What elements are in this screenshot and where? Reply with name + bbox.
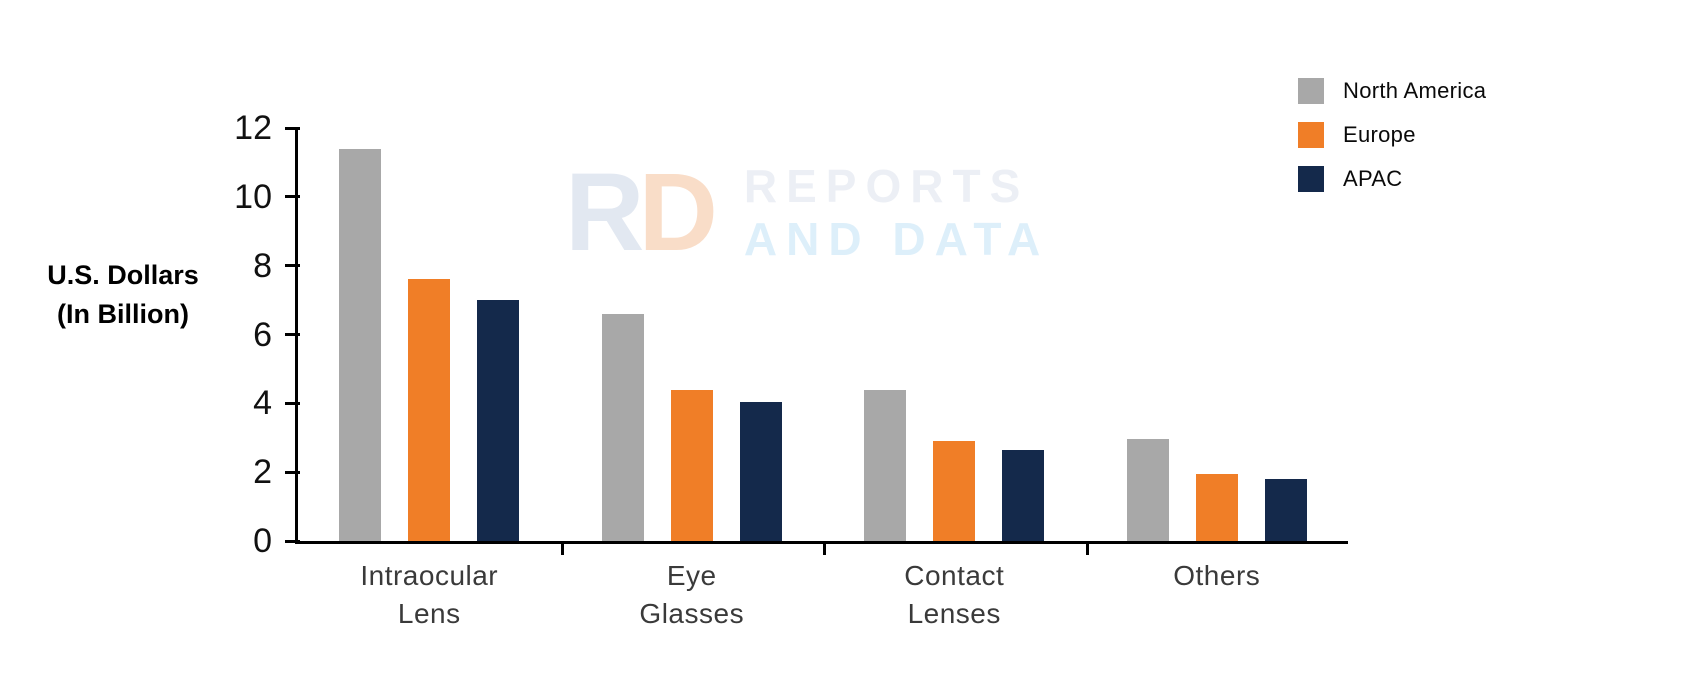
bar-apac-intraocular-lens	[477, 300, 520, 541]
y-tick-mark-8	[285, 264, 300, 268]
bar-group-intraocular-lens	[298, 128, 561, 541]
y-tick-mark-0	[285, 539, 300, 543]
legend-swatch-north-america	[1298, 78, 1324, 104]
y-tick-mark-4	[285, 401, 300, 405]
y-axis-title: U.S. Dollars (In Billion)	[47, 260, 199, 330]
legend-swatch-apac	[1298, 166, 1324, 192]
legend-item-north-america: North America	[1298, 78, 1486, 104]
bar-north-america-contact-lenses	[864, 389, 907, 541]
bar-europe-others	[1195, 473, 1238, 541]
y-axis-ticks: 0 2 4 6 8 10 12	[183, 111, 300, 558]
x-axis-separator-tick-3	[1085, 544, 1089, 555]
y-tick-label-12: 12	[234, 109, 272, 147]
bar-apac-eye-glasses	[739, 401, 782, 541]
y-tick-label-8: 8	[253, 246, 272, 285]
y-tick-label-0: 0	[253, 522, 272, 560]
y-tick-mark-10	[285, 195, 300, 199]
bar-group-contact-lenses	[823, 128, 1086, 541]
bar-apac-contact-lenses	[1002, 449, 1045, 541]
bar-europe-eye-glasses	[670, 389, 713, 541]
bar-groups	[298, 128, 1348, 541]
legend-label-north-america: North America	[1343, 78, 1487, 103]
x-category-label-contact-lenses: Contact Lenses	[904, 560, 1005, 629]
y-tick-label-4: 4	[253, 384, 272, 423]
legend: North America Europe APAC	[1298, 78, 1486, 192]
bar-group-others	[1086, 128, 1349, 541]
legend-swatch-europe	[1298, 122, 1324, 148]
bar-apac-others	[1264, 479, 1307, 541]
plot-area: 0 2 4 6 8 10 12 Intraocular Lens Eye Glasses Con…	[234, 111, 1348, 629]
y-tick-label-2: 2	[253, 453, 272, 492]
legend-label-apac: APAC	[1343, 166, 1403, 191]
bar-north-america-eye-glasses	[601, 313, 644, 541]
x-category-label-others: Others	[1173, 560, 1261, 591]
bar-north-america-intraocular-lens	[339, 148, 382, 541]
x-axis-separator-tick-1	[560, 544, 564, 555]
legend-item-apac: APAC	[1298, 166, 1486, 192]
legend-label-europe: Europe	[1343, 122, 1416, 147]
y-tick-mark-2	[285, 470, 300, 474]
x-axis-separator-tick-2	[823, 544, 826, 555]
bar-group-eye-glasses	[561, 128, 824, 541]
y-tick-label-6: 6	[253, 315, 272, 354]
y-tick-mark-6	[285, 333, 300, 336]
x-category-label-eye-glasses: Eye Glasses	[639, 560, 745, 629]
y-tick-label-10: 10	[234, 177, 272, 216]
bar-north-america-others	[1126, 439, 1169, 541]
x-category-label-intraocular-lens: Intraocular Lens	[360, 560, 499, 629]
legend-item-europe: Europe	[1298, 122, 1486, 148]
bar-europe-intraocular-lens	[408, 279, 451, 541]
x-axis-labels: Intraocular Lens Eye Glasses Contact Lense…	[298, 557, 1348, 633]
y-tick-mark-12	[285, 126, 300, 130]
bar-europe-contact-lenses	[933, 441, 976, 541]
